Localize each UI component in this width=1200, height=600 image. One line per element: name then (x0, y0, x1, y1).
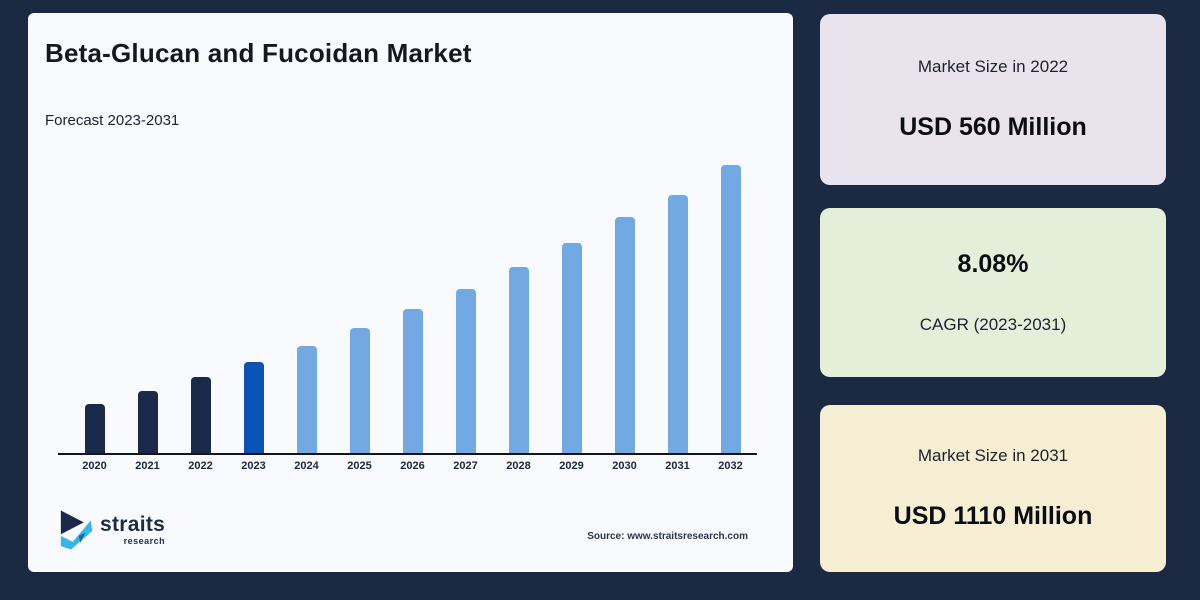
bar-2022 (190, 377, 211, 453)
stat-card-market-size-2022: Market Size in 2022 USD 560 Million (820, 14, 1166, 185)
stat-card-market-size-2031: Market Size in 2031 USD 1110 Million (820, 405, 1166, 572)
stat-card-value: USD 1110 Million (893, 502, 1093, 530)
chart-title: Beta-Glucan and Fucoidan Market (45, 38, 472, 68)
chart-panel: Beta-Glucan and Fucoidan Market Forecast… (28, 13, 793, 572)
x-axis-label-2024: 2024 (294, 460, 319, 472)
bar-2029 (561, 243, 582, 453)
bar-2023 (243, 362, 264, 453)
bar-column-2026 (386, 161, 439, 453)
bar-column-2022 (174, 161, 227, 453)
bar-2020 (84, 404, 105, 453)
x-axis-label-2025: 2025 (347, 460, 372, 472)
bar-column-2020 (68, 161, 121, 453)
bar-2028 (508, 267, 529, 453)
straits-logo-icon (60, 510, 94, 550)
bar-column-2024 (280, 161, 333, 453)
x-axis-label-2021: 2021 (135, 460, 160, 472)
logo-text-wrap: straits research (100, 514, 165, 546)
x-axis-line (58, 453, 757, 455)
stat-card-label: Market Size in 2031 (917, 446, 1069, 465)
stat-card-value: 8.08% (957, 250, 1029, 278)
bar-column-2031 (651, 161, 704, 453)
bar-column-2029 (545, 161, 598, 453)
bar-column-2023 (227, 161, 280, 453)
chart-subtitle: Forecast 2023-2031 (45, 112, 180, 129)
x-axis-label-2032: 2032 (718, 460, 743, 472)
bar-column-2032 (704, 161, 757, 453)
bar-2026 (402, 309, 423, 453)
stat-card-label: Market Size in 2022 (917, 57, 1069, 76)
bar-2031 (667, 195, 688, 453)
x-axis-label-2028: 2028 (506, 460, 531, 472)
x-axis-label-2029: 2029 (559, 460, 584, 472)
x-axis: 2020 2021 2022 2023 2024 2025 2026 2027 2028 2029… (68, 460, 757, 472)
bar-2021 (137, 391, 158, 453)
bar-2030 (614, 217, 635, 453)
x-axis-label-2030: 2030 (612, 460, 637, 472)
bar-column-2027 (439, 161, 492, 453)
stat-card-cagr: 8.08% CAGR (2023-2031) (820, 208, 1166, 377)
logo-text: straits (100, 513, 166, 536)
bar-2024 (296, 346, 317, 453)
logo-subtext: research (123, 536, 166, 546)
x-axis-label-2026: 2026 (400, 460, 425, 472)
x-axis-label-2031: 2031 (665, 460, 690, 472)
bar-2025 (349, 328, 370, 453)
x-axis-label-2022: 2022 (188, 460, 213, 472)
straits-research-logo: straits research (60, 510, 165, 550)
bar-chart (68, 161, 757, 453)
x-axis-label-2020: 2020 (82, 460, 107, 472)
bar-2032 (720, 165, 741, 453)
bar-column-2030 (598, 161, 651, 453)
stat-card-value: USD 560 Million (899, 113, 1087, 141)
source-attribution: Source: www.straitsresearch.com (587, 531, 748, 542)
x-axis-label-2023: 2023 (241, 460, 266, 472)
bar-column-2021 (121, 161, 174, 453)
bar-2027 (455, 289, 476, 453)
x-axis-label-2027: 2027 (453, 460, 478, 472)
bar-column-2025 (333, 161, 386, 453)
stat-card-label: CAGR (2023-2031) (919, 315, 1067, 334)
bar-column-2028 (492, 161, 545, 453)
